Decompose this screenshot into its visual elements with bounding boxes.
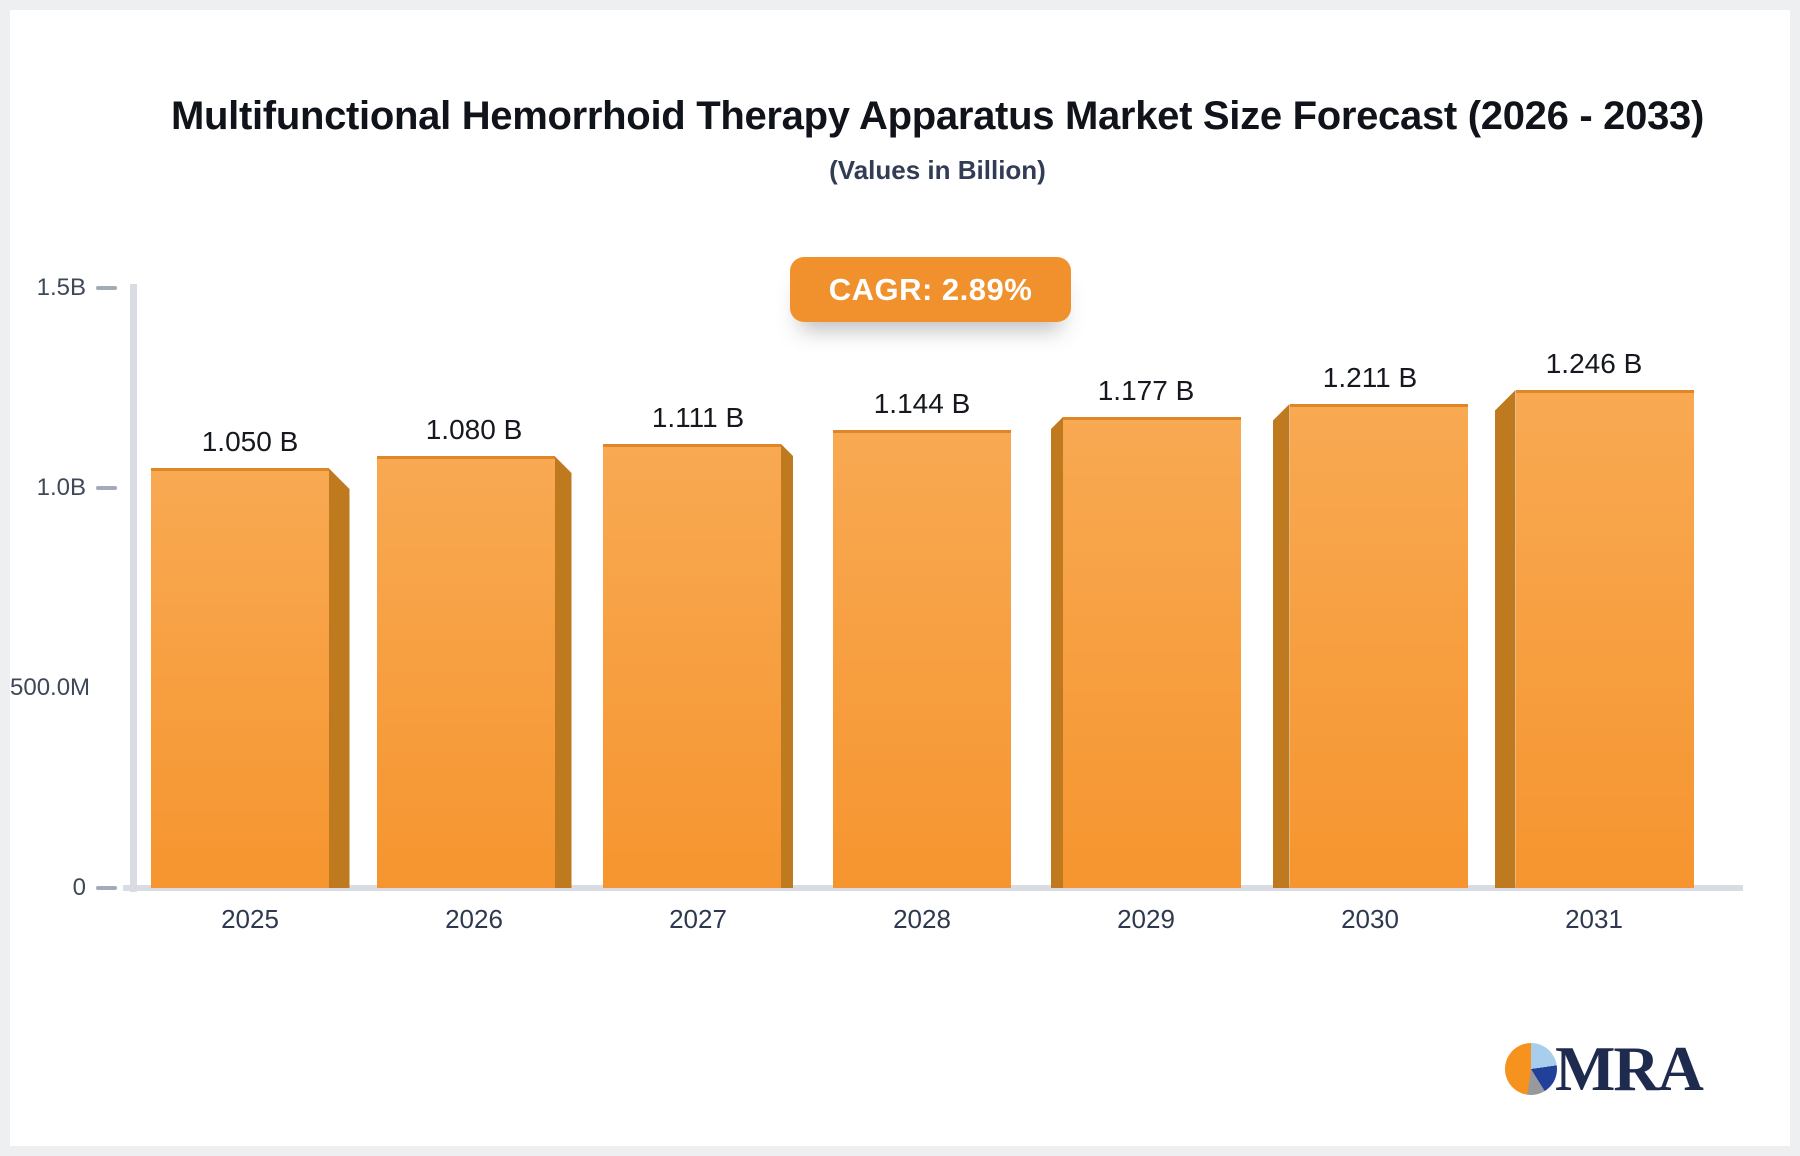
pie-chart-icon: [1505, 1043, 1557, 1095]
y-tick-label-500.0M: 500.0M: [10, 674, 91, 701]
bar-value-label: 1.211 B: [1322, 362, 1418, 393]
chart-subtitle: (Values in Billion): [829, 155, 1046, 185]
bar-2026: [376, 456, 572, 888]
bar-front-face: [1515, 390, 1694, 888]
x-axis-label-2028: 2028: [893, 904, 951, 934]
bar-2025: [150, 468, 350, 888]
bar-value-label: 1.246 B: [1545, 348, 1643, 379]
brand-logo-text: MRA: [1555, 1033, 1704, 1104]
bar-front-face: [833, 430, 1011, 888]
bar-side-face: [328, 468, 350, 888]
bar-side-face: [781, 444, 793, 888]
bar-value-label: 1.144 B: [873, 388, 971, 419]
bar-front-face: [603, 444, 781, 888]
x-axis-label-2029: 2029: [1117, 904, 1175, 934]
bar-2029: [1051, 417, 1241, 888]
bar-front-face: [1063, 417, 1241, 888]
x-axis-line: [123, 885, 1743, 891]
bar-front-face: [1289, 404, 1468, 888]
chart-card: Multifunctional Hemorrhoid Therapy Appar…: [10, 10, 1790, 1146]
bar-value-label: 1.111 B: [651, 402, 745, 433]
brand-logo: MRA: [1505, 1033, 1704, 1104]
x-axis-label-2030: 2030: [1341, 904, 1399, 934]
bar-front-face: [150, 468, 329, 888]
y-tick-label-0: 0: [72, 874, 86, 901]
y-tick-dash: [96, 286, 117, 290]
x-axis-label-2025: 2025: [221, 904, 279, 934]
chart-title: Multifunctional Hemorrhoid Therapy Appar…: [171, 94, 1704, 138]
bar-2030: [1272, 404, 1468, 888]
y-tick-label-1.5B: 1.5B: [36, 274, 86, 301]
bar-side-face: [554, 456, 572, 888]
x-axis-label-2026: 2026: [445, 904, 503, 934]
bar-side-face: [1272, 404, 1290, 888]
bar-side-face: [1051, 417, 1063, 888]
x-axis-label-2027: 2027: [669, 904, 727, 934]
x-axis-label-2031: 2031: [1565, 904, 1623, 934]
y-tick-dash: [96, 886, 117, 890]
bar-value-label: 1.050 B: [201, 426, 299, 457]
bar-side-face: [1494, 390, 1516, 888]
bar-2028: [833, 430, 1011, 888]
bar-value-label: 1.080 B: [425, 414, 523, 445]
bar-2027: [603, 444, 793, 888]
cagr-badge: CAGR: 2.89%: [790, 257, 1071, 322]
header: Multifunctional Hemorrhoid Therapy Appar…: [120, 94, 1755, 186]
bar-2031: [1494, 390, 1694, 888]
y-tick-dash: [96, 486, 117, 490]
y-tick-label-1.0B: 1.0B: [36, 474, 86, 501]
bar-value-label: 1.177 B: [1097, 375, 1195, 406]
bar-front-face: [376, 456, 555, 888]
y-axis-line: [130, 284, 137, 892]
